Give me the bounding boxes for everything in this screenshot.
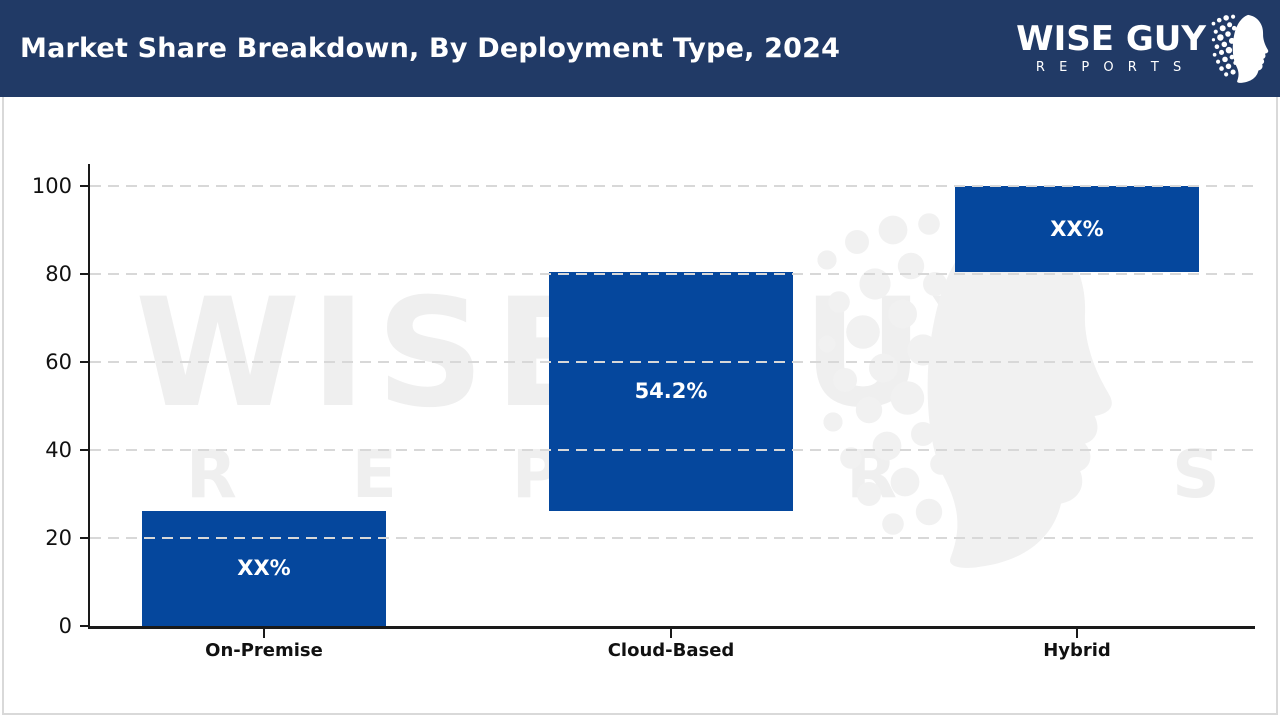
bar-value-label: XX% bbox=[1050, 217, 1104, 242]
y-axis-tick bbox=[80, 273, 90, 275]
y-axis-tick bbox=[80, 625, 90, 627]
header-bar: Market Share Breakdown, By Deployment Ty… bbox=[0, 0, 1280, 97]
logo-face-icon bbox=[1211, 14, 1269, 83]
bar: XX% bbox=[142, 510, 386, 626]
y-axis-tick-label: 80 bbox=[45, 262, 72, 286]
y-axis-tick bbox=[80, 537, 90, 539]
x-axis-tick-label: On-Premise bbox=[205, 640, 323, 661]
gridline bbox=[90, 449, 1255, 451]
x-axis-tick bbox=[1076, 629, 1078, 638]
gridline bbox=[90, 185, 1255, 187]
x-axis-spine bbox=[88, 626, 1255, 629]
bar: 54.2% bbox=[549, 272, 793, 511]
bar-value-label: 54.2% bbox=[634, 379, 708, 404]
chart-title: Market Share Breakdown, By Deployment Ty… bbox=[20, 33, 841, 64]
wise-guy-reports-logo: WISE GUY R E P O R T S bbox=[1016, 8, 1270, 90]
x-axis-tick-label: Hybrid bbox=[1043, 640, 1111, 661]
y-axis-tick bbox=[80, 185, 90, 187]
gridline bbox=[90, 361, 1255, 363]
x-axis-tick bbox=[670, 629, 672, 638]
gridline bbox=[90, 273, 1255, 275]
logo-tagline-text: R E P O R T S bbox=[1035, 60, 1187, 75]
y-axis-tick bbox=[80, 361, 90, 363]
y-axis-spine bbox=[88, 164, 90, 629]
y-axis-tick-label: 40 bbox=[45, 438, 72, 462]
y-axis-tick-label: 60 bbox=[45, 350, 72, 374]
bar-value-label: XX% bbox=[237, 556, 291, 581]
y-axis-tick-label: 20 bbox=[45, 526, 72, 550]
bar: XX% bbox=[955, 186, 1199, 273]
x-axis-tick bbox=[263, 629, 265, 638]
logo-text-block: WISE GUY R E P O R T S bbox=[1016, 20, 1206, 78]
gridline bbox=[90, 537, 1255, 539]
y-axis-tick-label: 100 bbox=[31, 174, 72, 198]
y-axis-tick bbox=[80, 449, 90, 451]
logo-brand-text: WISE GUY bbox=[1016, 19, 1206, 59]
y-axis-tick-label: 0 bbox=[58, 614, 72, 638]
x-axis-tick-label: Cloud-Based bbox=[607, 640, 735, 661]
